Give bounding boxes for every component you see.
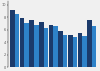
Bar — [72, 37, 77, 67]
Bar — [34, 25, 39, 67]
Bar — [24, 23, 29, 67]
Bar — [53, 26, 58, 67]
Bar — [20, 18, 24, 67]
Bar — [68, 35, 72, 67]
Bar — [39, 22, 44, 67]
Bar — [15, 14, 19, 67]
Bar — [49, 25, 53, 67]
Bar — [30, 20, 34, 67]
Bar — [58, 31, 63, 67]
Bar — [82, 36, 87, 67]
Bar — [78, 33, 82, 67]
Bar — [87, 20, 92, 67]
Bar — [44, 28, 48, 67]
Bar — [92, 26, 96, 67]
Bar — [10, 10, 15, 67]
Bar — [63, 35, 68, 67]
